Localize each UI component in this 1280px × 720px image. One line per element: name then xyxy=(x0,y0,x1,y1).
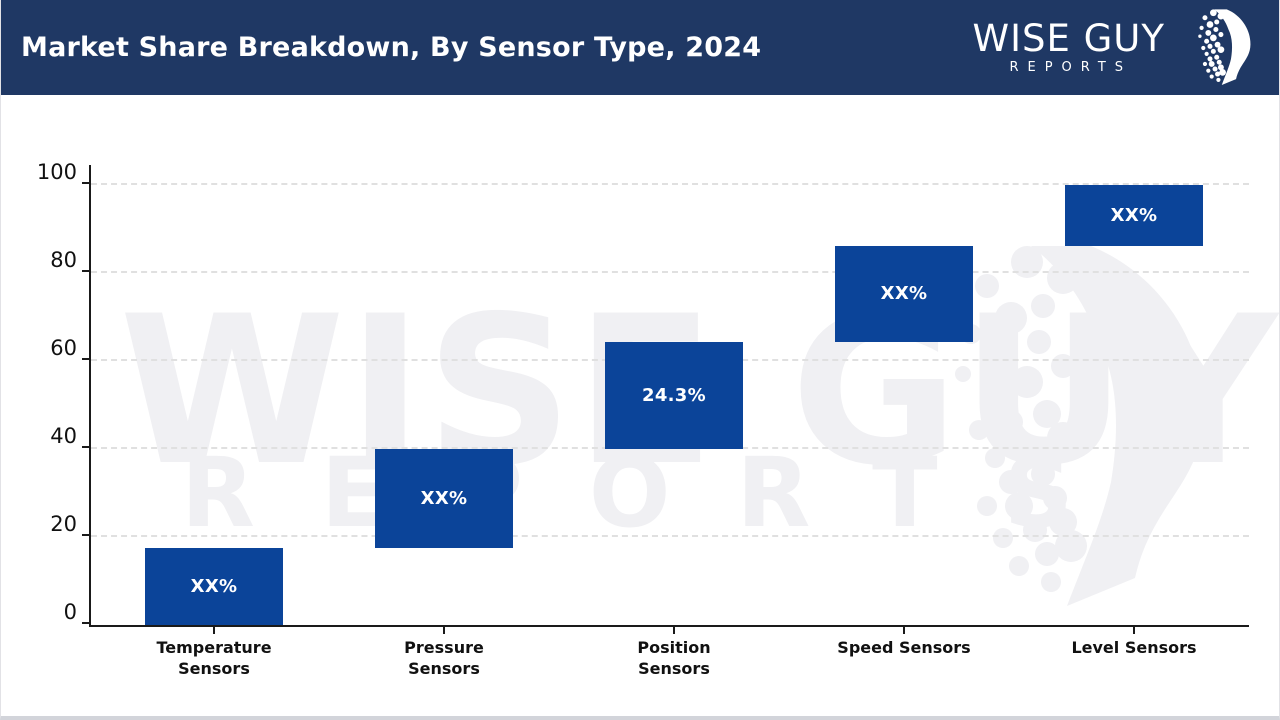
bar-value-label: XX% xyxy=(420,488,468,509)
bar-temperature-sensors: XX% xyxy=(145,548,283,625)
watermark-subtitle: REPORTS xyxy=(181,437,1139,549)
y-axis-tick-mark xyxy=(82,270,91,272)
x-axis-tick-mark xyxy=(213,625,215,634)
brand-subtitle-text: REPORTS xyxy=(1009,60,1133,75)
gridline xyxy=(91,271,1249,273)
x-axis-category-label: Position Sensors xyxy=(637,638,711,678)
header: Market Share Breakdown, By Sensor Type, … xyxy=(1,0,1279,95)
y-axis-tick-label: 20 xyxy=(50,512,77,536)
x-axis-tick-mark xyxy=(443,625,445,634)
bar-value-label: XX% xyxy=(880,283,928,305)
y-axis-tick-mark xyxy=(82,446,91,448)
watermark-head-profile-icon xyxy=(955,246,1204,606)
x-axis-category-label: Pressure Sensors xyxy=(404,638,484,678)
y-axis-tick-mark xyxy=(82,182,91,184)
y-axis-tick-label: 60 xyxy=(50,336,77,360)
y-axis-tick-label: 40 xyxy=(50,424,77,448)
y-axis-tick-mark xyxy=(82,622,91,624)
plot-area: 0 20 40 60 80 100 XX% Temperature Sensors XX% Pre… xyxy=(37,160,1249,678)
bar-value-label: 24.3% xyxy=(642,385,706,407)
dotted-head-profile-icon xyxy=(1198,8,1251,85)
y-axis-tick-label: 100 xyxy=(36,160,77,184)
bar-pressure-sensors: XX% xyxy=(375,449,513,548)
brand-wordmark: WISE GUY REPORTS xyxy=(973,20,1165,75)
chart-area: WISE GUY REPORTS 0 20 40 60 80 100 XX% Temperat… xyxy=(1,95,1279,716)
y-axis-tick-mark xyxy=(82,358,91,360)
gridline xyxy=(91,535,1249,537)
y-axis-tick-label: 80 xyxy=(50,248,77,272)
y-axis-tick-mark xyxy=(82,534,91,536)
brand-logo: WISE GUY REPORTS xyxy=(973,6,1253,90)
x-axis-category-label: Level Sensors xyxy=(1071,638,1197,657)
brand-name-text: WISE GUY xyxy=(972,17,1165,60)
y-axis-tick-label: 0 xyxy=(63,600,77,624)
bar-value-label: XX% xyxy=(190,576,238,597)
gridline xyxy=(91,183,1249,185)
bar-speed-sensors: XX% xyxy=(835,245,973,343)
x-axis-tick-mark xyxy=(673,625,675,634)
bar-value-label: XX% xyxy=(1110,204,1158,226)
x-axis-category-label: Speed Sensors xyxy=(837,638,971,657)
x-axis-tick-mark xyxy=(1133,625,1135,634)
x-axis-category-label: Temperature Sensors xyxy=(156,638,272,678)
bar-position-sensors: 24.3% xyxy=(605,342,743,449)
page-title: Market Share Breakdown, By Sensor Type, … xyxy=(21,32,762,63)
x-axis-tick-mark xyxy=(903,625,905,634)
bar-level-sensors: XX% xyxy=(1065,185,1203,246)
